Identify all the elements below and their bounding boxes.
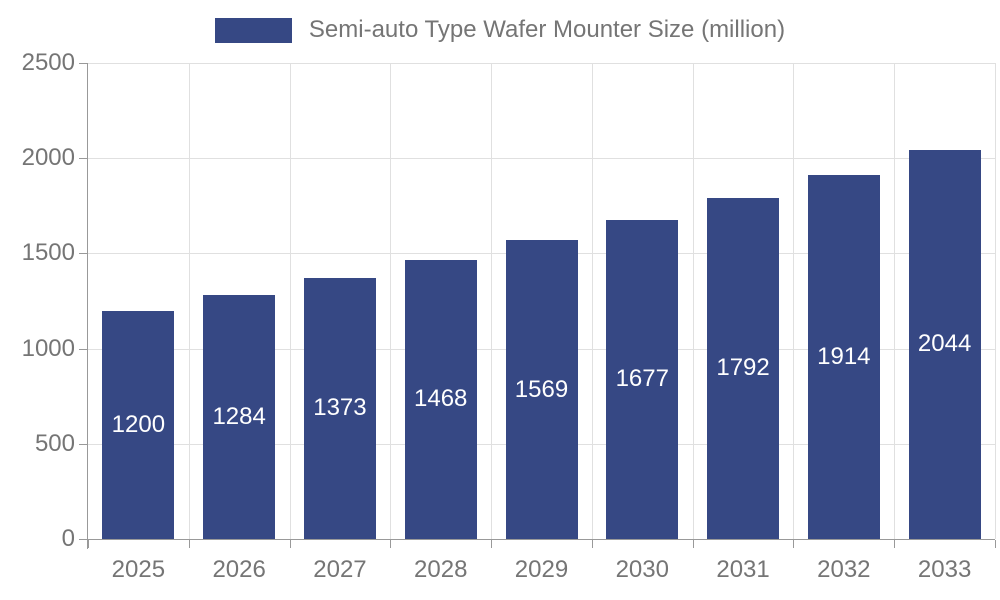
y-axis-tick-label: 1000 [21, 334, 75, 362]
y-axis-tick-label: 2000 [21, 144, 75, 172]
x-axis-tick [289, 540, 291, 548]
bar-value-label: 1373 [313, 394, 367, 422]
bar-value-label: 1284 [212, 402, 266, 430]
x-axis-tick [88, 540, 89, 548]
x-axis-tick [591, 540, 593, 548]
y-axis-tick-label: 0 [61, 525, 75, 552]
bar-2029: 1569 [505, 240, 578, 539]
x-axis-category-label: 2028 [414, 556, 468, 583]
legend-label: Semi-auto Type Wafer Mounter Size (milli… [308, 16, 786, 43]
x-axis-category-label: 2029 [514, 556, 569, 583]
x-gridline [390, 63, 392, 539]
bar-2033: 2044 [908, 149, 981, 539]
x-axis-tick [995, 540, 996, 548]
bar-2031: 1792 [707, 197, 780, 539]
x-axis-category-label: 2027 [313, 556, 367, 583]
y-axis-tick [79, 539, 87, 540]
x-gridline [591, 63, 593, 539]
y-axis-tick [79, 253, 87, 255]
x-gridline [793, 63, 795, 539]
y-axis-tick-label: 500 [34, 429, 75, 457]
y-axis-line [87, 63, 88, 549]
plot-area: 1200 1284 1373 1468 1569 1677 1792 1914 2044 [79, 63, 996, 549]
x-gridline [692, 63, 694, 539]
y-gridline [88, 63, 995, 64]
x-gridline [188, 63, 190, 539]
bar-value-label: 1792 [716, 354, 770, 382]
x-axis-category-label: 2030 [615, 556, 669, 583]
x-axis-category-label: 2032 [817, 556, 871, 583]
bar-2030: 1677 [606, 219, 679, 539]
y-axis-tick-label: 2500 [21, 49, 75, 76]
x-axis-category-label: 2031 [716, 556, 770, 583]
x-gridline [289, 63, 291, 539]
bar-value-label: 2044 [917, 330, 972, 358]
bar-2027: 1373 [303, 277, 376, 539]
legend-swatch [214, 17, 292, 43]
bar-2032: 1914 [807, 174, 880, 539]
bar-2025: 1200 [102, 310, 175, 539]
x-axis-category-label: 2026 [212, 556, 266, 583]
x-axis-tick [188, 540, 190, 548]
y-axis-tick [79, 63, 87, 64]
y-axis-tick [79, 348, 87, 350]
x-axis-category-label: 2033 [917, 556, 972, 583]
bar-2026: 1284 [203, 294, 276, 539]
bar-value-label: 1200 [111, 410, 166, 438]
x-axis-tick [390, 540, 392, 548]
x-axis-tick [491, 540, 493, 548]
bar-value-label: 1914 [817, 342, 871, 370]
bar-value-label: 1677 [615, 365, 669, 393]
x-axis-tick [793, 540, 795, 548]
x-gridline [894, 63, 896, 539]
bar-value-label: 1569 [514, 375, 569, 403]
bar-2028: 1468 [404, 259, 477, 539]
y-axis-tick-label: 1500 [21, 239, 75, 267]
y-axis-tick [79, 158, 87, 160]
y-axis-tick [79, 443, 87, 445]
x-gridline [491, 63, 493, 539]
x-axis-tick [894, 540, 896, 548]
bar-value-label: 1468 [414, 385, 468, 413]
y-gridline [88, 158, 995, 160]
x-axis-tick [692, 540, 694, 548]
x-axis-line [87, 539, 995, 540]
legend[interactable]: Semi-auto Type Wafer Mounter Size (milli… [0, 16, 1000, 44]
x-axis-category-label: 2025 [111, 556, 166, 583]
x-gridline [995, 63, 996, 539]
